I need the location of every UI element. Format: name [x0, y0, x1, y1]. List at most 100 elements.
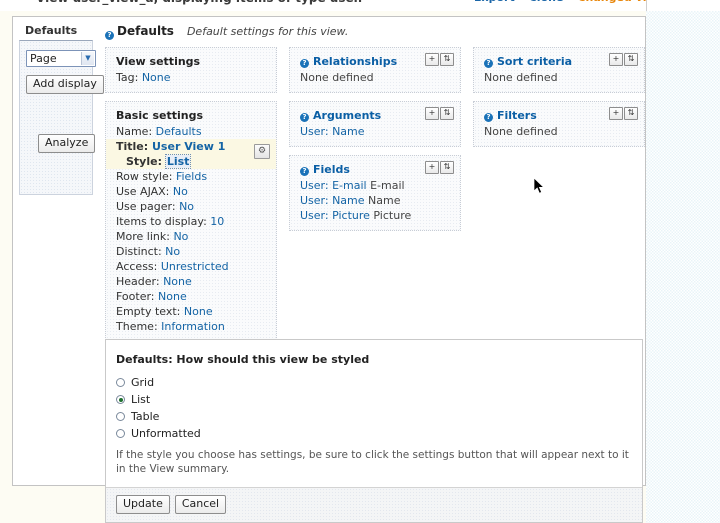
- row-value-suffix: E-mail: [366, 179, 405, 192]
- op-clone[interactable]: Clone: [529, 0, 564, 4]
- desktop-background-texture: [646, 11, 720, 523]
- fields-row: User: E-mail E-mail: [300, 178, 452, 193]
- cancel-button[interactable]: Cancel: [174, 495, 227, 514]
- help-icon[interactable]: ?: [300, 113, 309, 122]
- row-value[interactable]: 10: [210, 215, 225, 228]
- fields-controls: + ⇅: [424, 161, 454, 176]
- summary-description: Default settings for this view.: [186, 25, 349, 38]
- settings-actions: Update Cancel: [106, 487, 642, 522]
- gear-icon[interactable]: ⚙: [254, 144, 270, 159]
- sort-criteria-controls: + ⇅: [608, 53, 638, 68]
- add-icon[interactable]: +: [609, 107, 623, 120]
- chevron-down-icon[interactable]: ▼: [81, 52, 94, 65]
- rearrange-icon[interactable]: ⇅: [624, 53, 638, 66]
- help-icon[interactable]: ?: [484, 113, 493, 122]
- row-value[interactable]: None: [163, 275, 192, 288]
- add-icon[interactable]: +: [425, 161, 439, 174]
- basic-settings-row: More link: No: [116, 229, 268, 244]
- row-value[interactable]: None: [158, 290, 187, 303]
- summary-box-sort-criteria: + ⇅? Sort criteria None defined: [473, 47, 645, 93]
- display-select-value: Page: [30, 52, 57, 65]
- rearrange-icon[interactable]: ⇅: [440, 161, 454, 174]
- add-icon[interactable]: +: [609, 53, 623, 66]
- basic-settings-heading-label: Basic settings: [116, 109, 204, 122]
- view-settings-heading-label: View settings: [116, 55, 201, 68]
- view-settings-row: Tag: None: [116, 70, 268, 85]
- filters-heading[interactable]: ? Filters: [484, 108, 636, 123]
- row-value: None defined: [300, 71, 374, 84]
- analyze-button[interactable]: Analyze: [38, 134, 96, 153]
- add-display-button[interactable]: Add display: [26, 75, 104, 94]
- style-settings-panel: Defaults: How should this view be styled…: [105, 339, 643, 523]
- add-icon[interactable]: +: [425, 107, 439, 120]
- row-value[interactable]: User View 1: [152, 140, 226, 153]
- relationships-row: None defined: [300, 70, 452, 85]
- row-value[interactable]: User: E-mail: [300, 179, 367, 192]
- row-value[interactable]: No: [179, 200, 195, 213]
- radio-label: Table: [131, 410, 160, 423]
- radio-button[interactable]: [116, 395, 125, 404]
- arguments-heading-label: Arguments: [313, 109, 382, 122]
- relationships-heading[interactable]: ? Relationships: [300, 54, 452, 69]
- sort-criteria-heading[interactable]: ? Sort criteria: [484, 54, 636, 69]
- row-value[interactable]: None: [141, 71, 171, 84]
- row-label: Theme:: [116, 320, 162, 333]
- help-icon[interactable]: ?: [484, 59, 493, 68]
- update-button[interactable]: Update: [116, 495, 170, 514]
- basic-settings-row: Header: None: [116, 274, 268, 289]
- row-value[interactable]: Defaults: [155, 125, 202, 138]
- help-icon[interactable]: ?: [300, 167, 309, 176]
- view-title: View user_view_a, displaying items of ty…: [36, 0, 362, 5]
- row-value[interactable]: List: [164, 154, 192, 169]
- row-value[interactable]: No: [172, 185, 188, 198]
- rearrange-icon[interactable]: ⇅: [624, 107, 638, 120]
- summary-box-arguments: + ⇅? Arguments User: Name: [289, 101, 461, 147]
- view-settings-heading: View settings: [116, 54, 268, 69]
- row-label: Distinct:: [116, 245, 166, 258]
- row-value[interactable]: User: Name: [300, 125, 365, 138]
- basic-settings-row: Access: Unrestricted: [116, 259, 268, 274]
- style-radio-list[interactable]: List: [116, 391, 642, 408]
- summary-header: ? Defaults Default settings for this view.: [105, 24, 635, 44]
- row-value[interactable]: Unrestricted: [160, 260, 229, 273]
- row-value[interactable]: User: Picture: [300, 209, 370, 222]
- row-label: Access:: [116, 260, 161, 273]
- row-value[interactable]: User: Name: [300, 194, 365, 207]
- row-value: None defined: [484, 125, 558, 138]
- filters-heading-label: Filters: [497, 109, 537, 122]
- summary-box-basic-settings: Basic settings Name: Defaults Title: User …: [105, 101, 277, 342]
- fields-heading[interactable]: ? Fields: [300, 162, 452, 177]
- settings-help-text: If the style you choose has settings, be…: [116, 449, 629, 475]
- row-value[interactable]: No: [173, 230, 189, 243]
- row-label: Name:: [116, 125, 156, 138]
- radio-button[interactable]: [116, 412, 125, 421]
- row-value[interactable]: No: [165, 245, 181, 258]
- summary-title: Defaults: [117, 24, 174, 38]
- row-label: More link:: [116, 230, 174, 243]
- row-label: Use pager:: [116, 200, 180, 213]
- rearrange-icon[interactable]: ⇅: [440, 53, 454, 66]
- display-tabs: Defaults: [13, 17, 93, 41]
- basic-settings-row: Style: List: [106, 154, 276, 169]
- basic-settings-row: Items to display: 10: [116, 214, 268, 229]
- row-value[interactable]: None: [183, 305, 213, 318]
- radio-button[interactable]: [116, 429, 125, 438]
- rearrange-icon[interactable]: ⇅: [440, 107, 454, 120]
- basic-settings-row: Use AJAX: No: [116, 184, 268, 199]
- display-select[interactable]: Page ▼: [26, 50, 96, 67]
- help-icon[interactable]: ?: [105, 31, 114, 40]
- style-radio-unformatted[interactable]: Unformatted: [116, 425, 642, 442]
- style-radio-grid[interactable]: Grid: [116, 374, 642, 391]
- row-value[interactable]: Information: [161, 320, 225, 333]
- row-value: None defined: [484, 71, 558, 84]
- radio-button[interactable]: [116, 378, 125, 387]
- arguments-heading[interactable]: ? Arguments: [300, 108, 452, 123]
- display-tab-defaults[interactable]: Defaults: [19, 21, 84, 41]
- style-radio-table[interactable]: Table: [116, 408, 642, 425]
- row-value[interactable]: Fields: [175, 170, 208, 183]
- op-export[interactable]: Export: [474, 0, 515, 4]
- add-icon[interactable]: +: [425, 53, 439, 66]
- sort-criteria-heading-label: Sort criteria: [497, 55, 573, 68]
- help-icon[interactable]: ?: [300, 59, 309, 68]
- row-label: Header:: [116, 275, 164, 288]
